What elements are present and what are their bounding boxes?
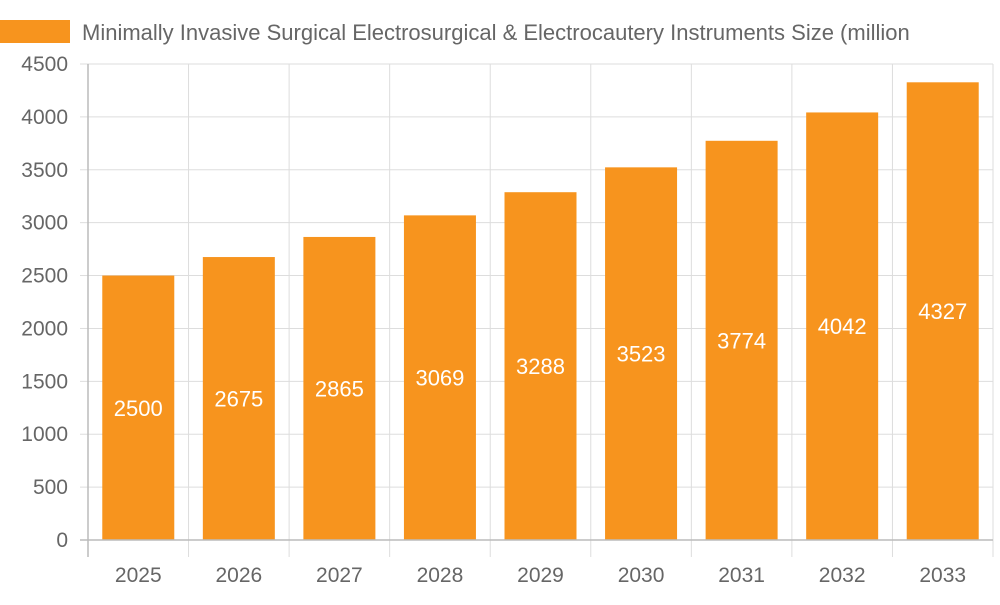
y-tick-label: 3000 [21, 212, 68, 235]
legend-swatch [0, 20, 70, 43]
data-label: 4327 [918, 299, 967, 324]
x-tick-label: 2032 [819, 564, 866, 587]
data-label: 3523 [617, 342, 666, 367]
y-tick-label: 0 [56, 529, 68, 552]
legend[interactable]: Minimally Invasive Surgical Electrosurgi… [0, 20, 910, 45]
bar-2031 [705, 140, 778, 540]
data-label: 2675 [214, 387, 263, 412]
y-tick-label: 2000 [21, 317, 68, 340]
x-tick-label: 2025 [115, 564, 162, 587]
y-tick-label: 1000 [21, 423, 68, 446]
x-tick-label: 2028 [417, 564, 464, 587]
bar-2030 [605, 167, 678, 540]
x-tick-label: 2031 [718, 564, 765, 587]
bars: 2500 2675 2865 3069 3288 3523 3774 4042 4327 [102, 82, 979, 541]
x-tick-label: 2033 [919, 564, 966, 587]
x-tick-label: 2030 [618, 564, 665, 587]
bar-2029 [504, 192, 577, 540]
data-label: 2500 [114, 396, 163, 421]
bar-2028 [403, 215, 476, 541]
bar-2026 [202, 257, 275, 540]
data-label: 4042 [818, 314, 867, 339]
bar-2032 [806, 112, 879, 540]
y-tick-label: 500 [33, 476, 68, 499]
x-tick-label: 2026 [215, 564, 262, 587]
bar-2025 [102, 275, 175, 540]
x-tick-label: 2029 [517, 564, 564, 587]
y-tick-label: 4000 [21, 106, 68, 129]
data-label: 3774 [717, 328, 766, 353]
y-tick-label: 2500 [21, 265, 68, 288]
y-tick-label: 3500 [21, 159, 68, 182]
axes: 0 500 1000 1500 2000 2500 3000 3500 4000 4500 2025… [21, 53, 994, 587]
bar-2033 [906, 82, 979, 540]
y-tick-label: 1500 [21, 370, 68, 393]
data-label: 3288 [516, 354, 565, 379]
bar-2027 [303, 236, 376, 541]
x-tick-label: 2027 [316, 564, 363, 587]
data-label: 2865 [315, 376, 364, 401]
y-tick-label: 4500 [21, 53, 68, 76]
data-label: 3069 [415, 366, 464, 391]
legend-label: Minimally Invasive Surgical Electrosurgi… [82, 20, 910, 45]
